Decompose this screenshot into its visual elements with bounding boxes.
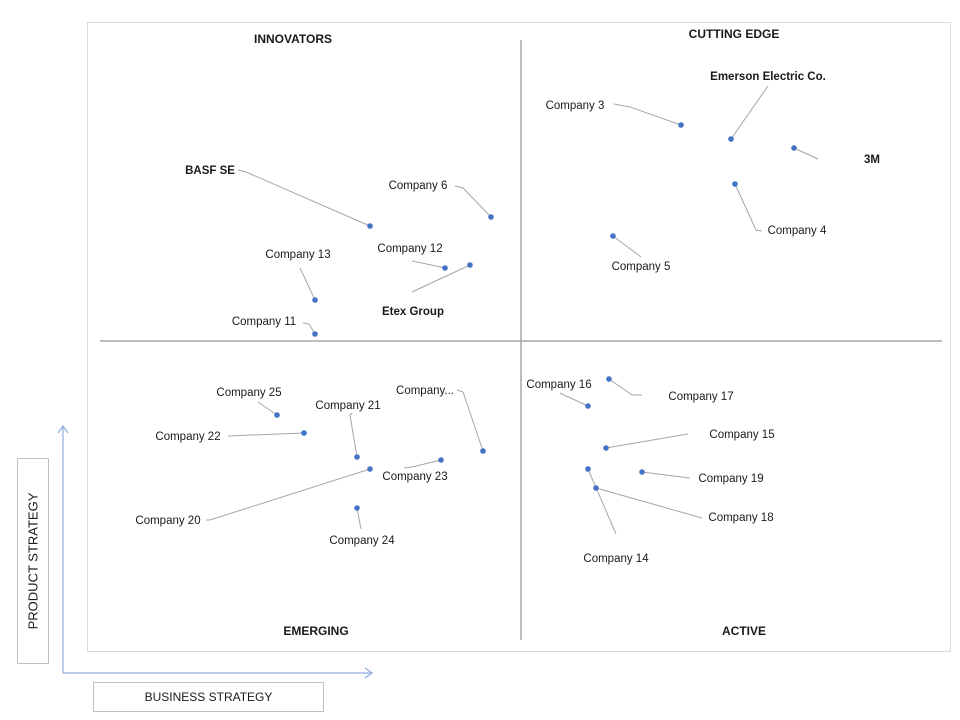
- label-company-4: Company 4: [768, 225, 827, 237]
- label-company-16: Company 16: [526, 379, 591, 391]
- leader-line-company-17: [608, 378, 642, 396]
- point-company-17: [606, 376, 612, 382]
- leader-line-company-25: [257, 401, 278, 416]
- label-company-24: Company 24: [329, 535, 395, 547]
- label-company-13: Company 13: [265, 249, 330, 261]
- label-company-5: Company 5: [612, 261, 671, 273]
- x-axis-arrow: [63, 667, 374, 679]
- label-company-19: Company 19: [698, 473, 763, 485]
- label-etex-group: Etex Group: [382, 306, 444, 318]
- data-points: [274, 122, 797, 511]
- point-basf-se: [367, 223, 373, 229]
- leader-line-3m: [793, 147, 819, 160]
- point-company-24: [354, 505, 360, 511]
- leader-line-company-15: [605, 433, 689, 449]
- point-company-12: [442, 265, 448, 271]
- label-company-20: Company 20: [135, 515, 200, 527]
- quadrant-label-emerging: EMERGING: [283, 624, 348, 638]
- leader-line-company-23: [403, 459, 442, 469]
- point-company-15: [603, 445, 609, 451]
- point-company-23: [438, 457, 444, 463]
- point-company-25: [274, 412, 280, 418]
- label-company-23: Company 23: [382, 471, 447, 483]
- chart-frame: [87, 22, 951, 652]
- label-company-18: Company 18: [708, 512, 773, 524]
- y-axis-arrow: [57, 424, 69, 673]
- leader-line-company-12: [411, 260, 446, 269]
- point-company-21: [354, 454, 360, 460]
- x-axis-label: BUSINESS STRATEGY: [144, 690, 273, 704]
- point-company-22: [301, 430, 307, 436]
- point-company-14: [585, 466, 591, 472]
- company-labels: Emerson Electric Co. Company 3 3M Company 4…: [135, 71, 880, 565]
- leader-line-basf-se: [237, 169, 371, 227]
- label-company-17: Company 17: [668, 391, 733, 403]
- label-company: Company...: [396, 385, 454, 397]
- leader-line-company-19: [641, 471, 691, 479]
- label-company-14: Company 14: [583, 553, 649, 565]
- point-company-13: [312, 297, 318, 303]
- point-company-16: [585, 403, 591, 409]
- leader-line-company-11: [302, 322, 316, 335]
- leader-line-company-24: [356, 507, 362, 530]
- leader-line-company-13: [299, 267, 316, 301]
- leader-line-company-6: [454, 185, 492, 218]
- y-axis-label: PRODUCT STRATEGY: [25, 492, 41, 630]
- leader-line-company-14: [587, 468, 617, 535]
- leader-line-company: [456, 389, 484, 452]
- y-axis-label-box: PRODUCT STRATEGY: [17, 458, 49, 664]
- label-basf-se: BASF SE: [185, 165, 235, 177]
- point-company-18: [593, 485, 599, 491]
- leader-line-etex-group: [411, 264, 471, 293]
- label-company-12: Company 12: [377, 243, 442, 255]
- quadrant-label-innovators: INNOVATORS: [254, 32, 332, 46]
- point-company-6: [488, 214, 494, 220]
- point-company-3: [678, 122, 684, 128]
- leader-line-company-22: [227, 432, 305, 437]
- x-axis-label-box: BUSINESS STRATEGY: [93, 682, 324, 712]
- label-company-3: Company 3: [546, 100, 605, 112]
- label-company-15: Company 15: [709, 429, 774, 441]
- leader-lines: [206, 85, 819, 535]
- point-etex-group: [467, 262, 473, 268]
- leader-line-company-16: [559, 392, 589, 407]
- leader-line-company-20: [206, 468, 371, 521]
- label-company-21: Company 21: [315, 400, 380, 412]
- leader-line-emerson-electric-co: [730, 85, 769, 140]
- point-company: [480, 448, 486, 454]
- point-emerson-electric-co: [728, 136, 734, 142]
- label-company-25: Company 25: [216, 387, 281, 399]
- label-company-11: Company 11: [232, 316, 296, 328]
- leader-line-company-4: [734, 183, 763, 232]
- label-company-22: Company 22: [155, 431, 220, 443]
- label-emerson-electric-co: Emerson Electric Co.: [710, 71, 826, 83]
- point-company-11: [312, 331, 318, 337]
- point-company-20: [367, 466, 373, 472]
- quadrant-label-cutting-edge: CUTTING EDGE: [689, 27, 780, 41]
- point-company-19: [639, 469, 645, 475]
- leader-line-company-21: [349, 412, 358, 458]
- point-company-5: [610, 233, 616, 239]
- label-3m: 3M: [864, 154, 880, 166]
- leader-line-company-3: [613, 103, 682, 126]
- label-company-6: Company 6: [389, 180, 448, 192]
- point-3m: [791, 145, 797, 151]
- quadrant-label-active: ACTIVE: [722, 624, 766, 638]
- leader-line-company-5: [612, 235, 642, 258]
- point-company-4: [732, 181, 738, 187]
- leader-line-company-18: [595, 487, 703, 519]
